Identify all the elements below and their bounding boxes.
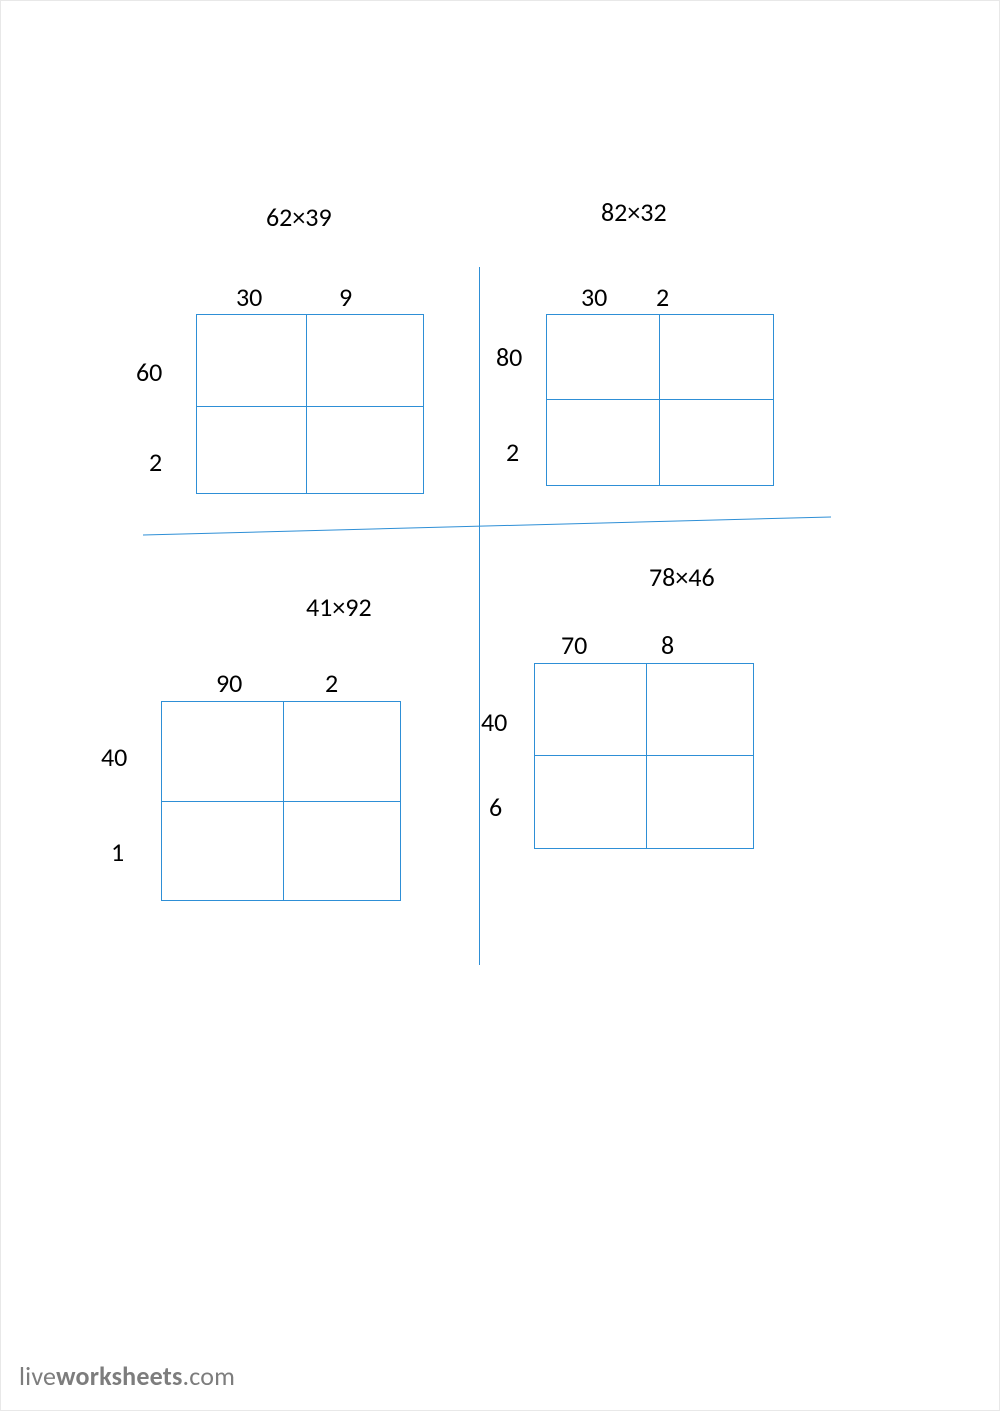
problem-3-grid[interactable]: [161, 701, 401, 901]
problem-2-row2: 2: [506, 436, 519, 468]
problem-3-col1: 90: [216, 667, 242, 699]
problem-1-grid[interactable]: [196, 314, 424, 494]
problem-2-grid[interactable]: [546, 314, 774, 486]
worksheet-page: 62×39 30 9 60 2 82×32 30 2 80 2 41×92 90…: [0, 0, 1000, 1411]
problem-2-row1: 80: [496, 341, 522, 373]
problem-2-col1: 30: [581, 281, 607, 313]
problem-4-row1: 40: [481, 706, 507, 738]
problem-3-row1: 40: [101, 741, 127, 773]
problem-4-col2: 8: [661, 629, 674, 661]
problem-1-title: 62×39: [266, 201, 332, 233]
footer-suffix: .com: [183, 1360, 236, 1392]
problem-4-title: 78×46: [649, 561, 715, 593]
problem-4-grid[interactable]: [534, 663, 754, 849]
problem-2-title: 82×32: [601, 196, 667, 228]
problem-3-col2: 2: [325, 667, 338, 699]
problem-1-row2: 2: [149, 446, 162, 478]
problem-4-col1: 70: [561, 629, 587, 661]
problem-4-row2: 6: [489, 791, 502, 823]
problem-1-col1: 30: [236, 281, 262, 313]
problem-1-row1: 60: [136, 356, 162, 388]
footer-prefix: live: [19, 1360, 56, 1392]
footer-watermark: liveworksheets.com: [19, 1360, 235, 1392]
footer-bold: worksheets: [56, 1360, 182, 1392]
problem-2-col2: 2: [656, 281, 669, 313]
problem-1-col2: 9: [339, 281, 352, 313]
vertical-divider: [479, 267, 480, 965]
problem-3-title: 41×92: [306, 591, 372, 623]
problem-3-row2: 1: [111, 836, 124, 868]
